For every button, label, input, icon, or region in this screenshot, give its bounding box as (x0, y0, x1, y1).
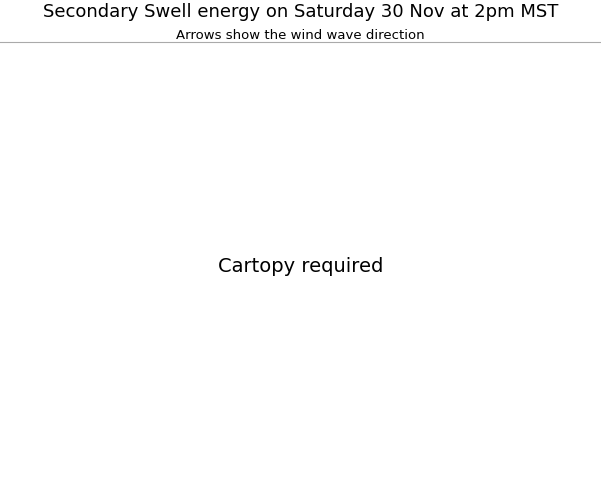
Text: Cartopy required: Cartopy required (218, 256, 383, 275)
Text: Arrows show the wind wave direction: Arrows show the wind wave direction (176, 29, 425, 41)
Text: Secondary Swell energy on Saturday 30 Nov at 2pm MST: Secondary Swell energy on Saturday 30 No… (43, 3, 558, 21)
